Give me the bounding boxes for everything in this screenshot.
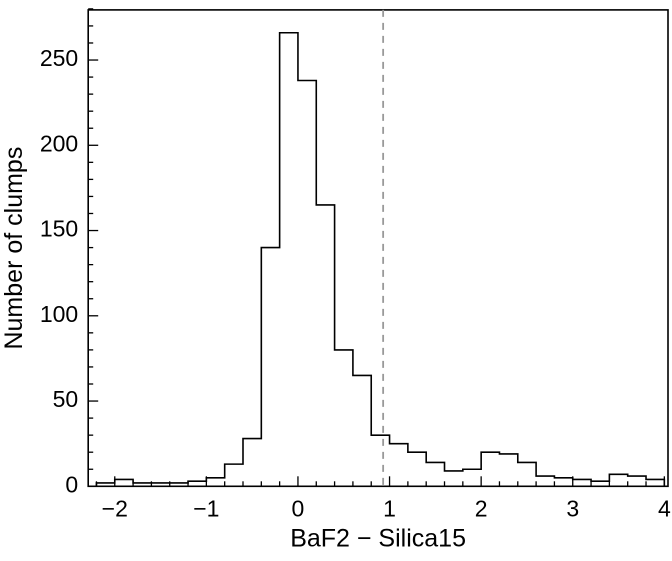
svg-text:200: 200 [40,130,78,156]
svg-text:−2: −2 [102,495,128,521]
svg-text:4: 4 [658,495,671,521]
svg-text:250: 250 [40,45,78,71]
svg-text:100: 100 [40,301,78,327]
svg-text:−1: −1 [193,495,219,521]
svg-text:Number of clumps: Number of clumps [0,147,28,350]
svg-text:0: 0 [292,495,305,521]
svg-text:0: 0 [65,471,78,497]
svg-text:BaF2 − Silica15: BaF2 − Silica15 [290,524,466,552]
svg-text:50: 50 [53,386,79,412]
svg-text:2: 2 [475,495,488,521]
svg-text:1: 1 [383,495,396,521]
svg-text:150: 150 [40,216,78,242]
svg-text:3: 3 [566,495,579,521]
